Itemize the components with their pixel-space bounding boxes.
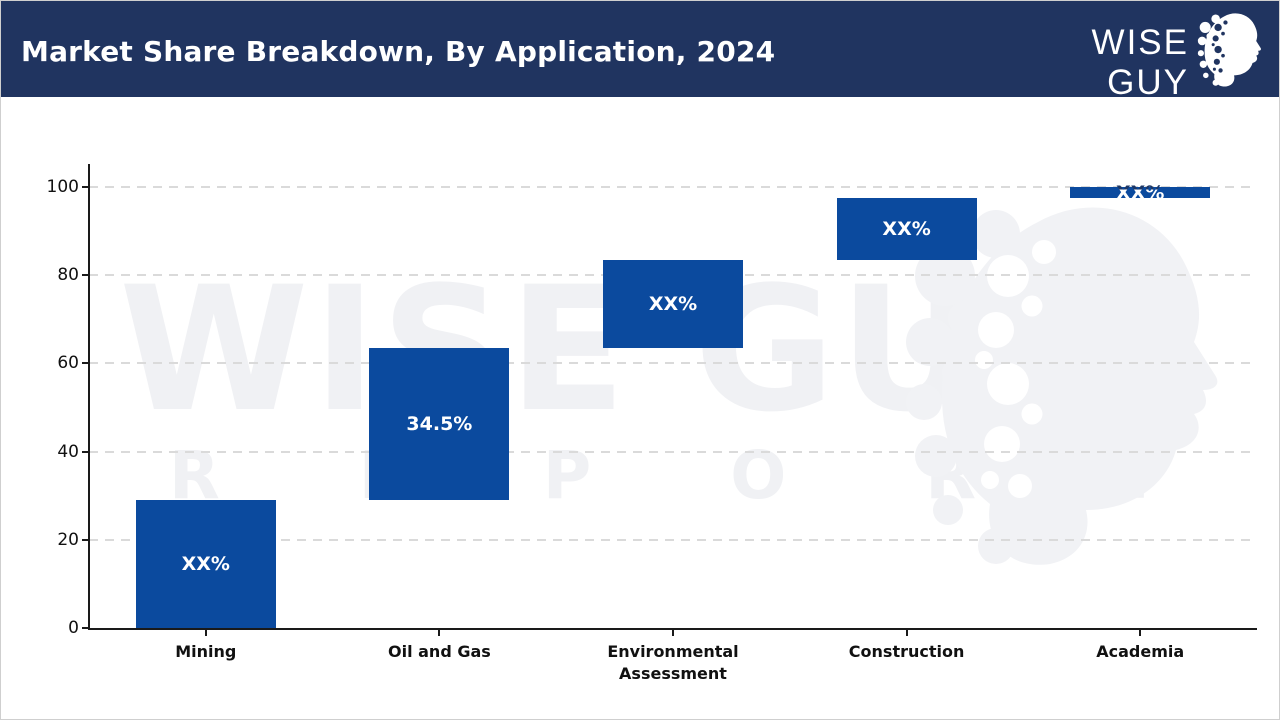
head-profile-logo-icon — [1197, 13, 1261, 87]
wise-guy-reports-logo: WISE GUY R E P O R T S — [1007, 5, 1267, 133]
bar-segment — [1070, 187, 1211, 199]
category-label: Oil and Gas — [387, 642, 491, 661]
y-axis-tick — [82, 274, 89, 277]
bar-value-label: XX% — [882, 217, 931, 240]
bar-segment — [603, 259, 743, 348]
category-label: Mining — [175, 642, 237, 661]
x-axis-tick — [204, 630, 207, 636]
y-axis-line — [88, 164, 90, 630]
category-label: Environmental Assessment — [607, 642, 739, 683]
y-axis-tick-label: 80 — [57, 265, 79, 286]
y-axis-tick — [82, 362, 89, 365]
y-axis-tick-label: 20 — [57, 529, 79, 550]
gridline — [89, 186, 1257, 188]
logo-text: WISE GUY R E P O R T S — [1007, 23, 1189, 133]
y-axis-tick — [82, 627, 89, 629]
x-axis-tick — [905, 630, 908, 636]
gridline — [89, 450, 1257, 453]
gridline — [89, 538, 1257, 541]
y-axis-tick-label: 40 — [57, 441, 79, 462]
category-label: Academia — [1096, 642, 1185, 661]
x-axis-tick — [1139, 630, 1142, 636]
y-axis-tick — [82, 538, 89, 541]
category-label: Construction — [848, 642, 965, 661]
page-title: Market Share Breakdown, By Application, … — [21, 35, 776, 68]
header-bar: Market Share Breakdown, By Application, … — [1, 1, 1279, 133]
bar-value-label: XX% — [648, 292, 698, 315]
x-axis-tick — [438, 630, 441, 636]
bar-value-label: XX% — [1070, 182, 1210, 204]
y-axis-tick-label: 0 — [68, 618, 79, 638]
bar-value-label: 34.5% — [406, 413, 473, 436]
x-axis-line — [88, 628, 1257, 630]
logo-wiseguy-text: WISE GUY — [1091, 23, 1189, 102]
gridline — [89, 362, 1257, 365]
y-axis-tick — [82, 186, 89, 188]
x-axis-tick — [672, 630, 674, 636]
bar-segment — [369, 347, 510, 501]
waterfall-chart: 0 20 40 60 80 100 XX% Mining 34.5% Oil and Gas XX%… — [1, 97, 1279, 719]
bar-value-label: XX% — [181, 553, 230, 576]
logo-reports-text: R E P O R T S — [1023, 105, 1189, 133]
y-axis-tick — [82, 450, 89, 453]
y-axis-tick-label: 60 — [57, 353, 79, 374]
bar-segment — [135, 500, 276, 628]
y-axis-tick-label: 100 — [46, 177, 79, 197]
